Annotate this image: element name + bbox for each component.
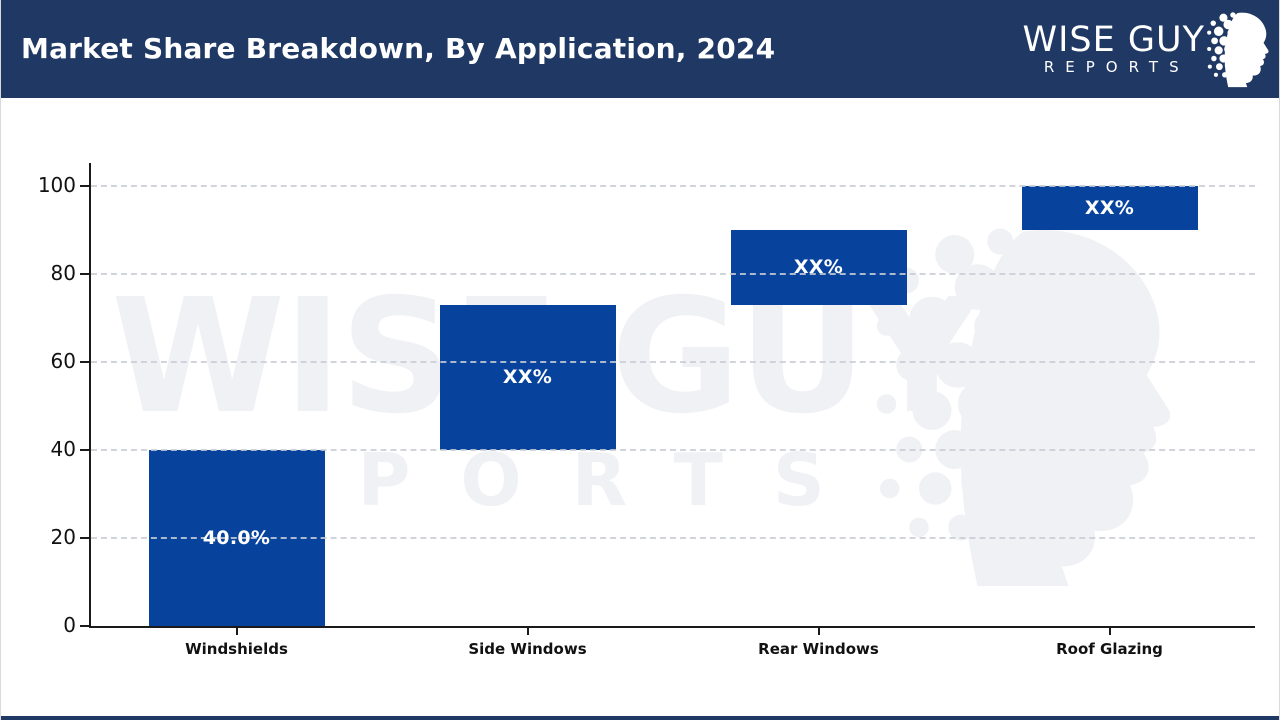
- footer-accent-bar: [1, 716, 1279, 720]
- bar-roof-glazing: [1021, 186, 1198, 230]
- x-axis-tick: [235, 628, 238, 635]
- y-axis-tick-label: 80: [50, 261, 76, 286]
- y-axis-tick: [80, 185, 89, 187]
- x-axis-category-label: Rear Windows: [758, 640, 879, 658]
- logo-wordmark: WISE GUY: [1022, 19, 1205, 60]
- bar-rear-windows: [730, 230, 907, 305]
- title-bar: Market Share Breakdown, By Application, …: [1, 0, 1279, 98]
- y-axis-tick-label: 20: [50, 525, 76, 550]
- y-axis-line: [89, 163, 91, 628]
- x-axis-line: [89, 626, 1255, 628]
- x-axis-tick: [1108, 628, 1111, 635]
- bar-windshields: [148, 450, 325, 626]
- y-axis-tick-label: 60: [50, 349, 76, 374]
- x-axis-tick: [817, 628, 820, 635]
- x-axis-category-label: Roof Glazing: [1056, 640, 1163, 658]
- x-axis-category-label: Side Windows: [468, 640, 587, 658]
- page-title: Market Share Breakdown, By Application, …: [21, 32, 776, 65]
- y-axis-tick-label: 40: [50, 437, 76, 462]
- x-axis-category-label: Windshields: [185, 640, 288, 658]
- gridline: [91, 273, 1255, 275]
- y-axis-tick-label: 0: [63, 613, 76, 638]
- y-axis-tick: [80, 361, 89, 363]
- logo-subtext: REPORTS: [1043, 58, 1190, 77]
- logo-head-icon: [1207, 12, 1269, 88]
- wise-guy-reports-logo: WISE GUY REPORTS: [1022, 7, 1269, 91]
- gridline: [91, 361, 1255, 363]
- bar-side-windows: [439, 304, 616, 450]
- x-axis-tick: [526, 628, 529, 635]
- chart-plot-area: 0 20 40 60 80 100 40.0% Windshields XX% Side Wind…: [38, 163, 1255, 658]
- y-axis-tick: [80, 449, 89, 451]
- y-axis-tick-label: 100: [37, 173, 76, 198]
- y-axis-tick: [80, 625, 89, 627]
- logo-text: WISE GUY REPORTS: [1022, 19, 1205, 77]
- y-axis-tick: [80, 273, 89, 275]
- y-axis-tick: [80, 537, 89, 539]
